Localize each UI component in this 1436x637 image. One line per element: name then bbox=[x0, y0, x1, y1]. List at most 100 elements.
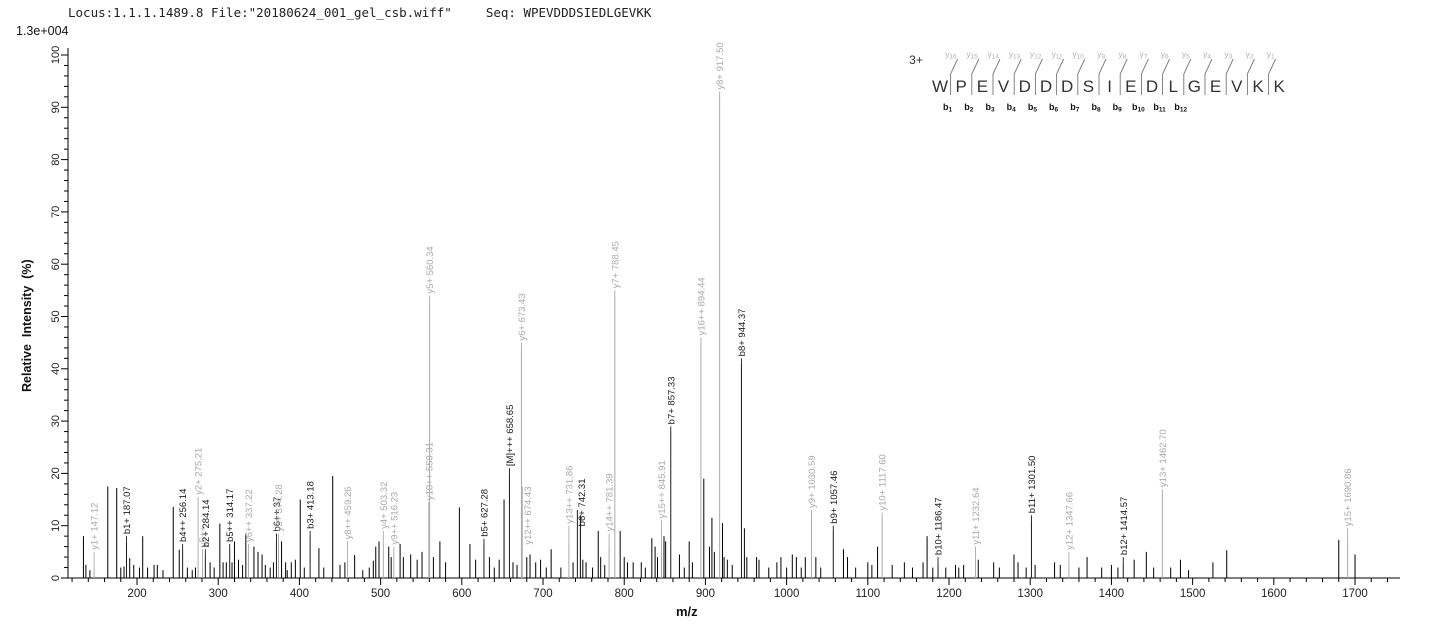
y-ion-ladder-label: y6 bbox=[1161, 49, 1169, 61]
fragmentation-mark bbox=[1140, 58, 1149, 95]
x-tick-label: 1500 bbox=[1180, 588, 1206, 600]
peak-label: b3+ 413.18 bbox=[306, 481, 317, 529]
b-ion-ladder-label: b10 bbox=[1132, 102, 1145, 114]
x-tick-label: 800 bbox=[615, 588, 634, 600]
peak-label: b4++ 256.14 bbox=[178, 489, 189, 542]
residue-letter: G bbox=[1188, 77, 1201, 96]
peak-label: b11+ 1301.50 bbox=[1027, 456, 1038, 514]
peak-label: b6+ 742.31 bbox=[577, 479, 588, 527]
x-tick-label: 300 bbox=[209, 588, 228, 600]
fragmentation-mark bbox=[1056, 58, 1065, 95]
peak-label: y5++ bbox=[198, 526, 209, 548]
header-bar: Locus:1.1.1.1489.8 File:"20180624_001_ge… bbox=[68, 5, 651, 20]
peak-label: y2+ 275.21 bbox=[194, 448, 205, 495]
peak-label: b6++ 37 bbox=[272, 497, 283, 532]
y-ion-ladder-label: y4 bbox=[1203, 49, 1211, 61]
x-tick-label: 700 bbox=[533, 588, 552, 600]
y-ion-ladder-label: y1 bbox=[1267, 49, 1275, 61]
peak-label: y4+ 503.32 bbox=[379, 482, 390, 529]
residue-letter: K bbox=[1274, 77, 1286, 96]
x-tick-label: 400 bbox=[290, 588, 309, 600]
precursor-charge-label: 3+ bbox=[909, 53, 923, 67]
b-ion-ladder-label: b8 bbox=[1091, 102, 1101, 114]
y-tick-label: 100 bbox=[50, 46, 62, 64]
peak-label: y3+ 374.28 bbox=[274, 484, 285, 531]
x-tick-label: 500 bbox=[371, 588, 390, 600]
residue-letter: S bbox=[1083, 77, 1094, 96]
y-tick-label: 60 bbox=[50, 258, 62, 270]
b-ion-ladder-label: b1 bbox=[943, 102, 953, 114]
residue-letter: E bbox=[977, 77, 988, 96]
y-tick-label: 90 bbox=[50, 101, 62, 113]
residue-letter: I bbox=[1107, 77, 1112, 96]
y-tick-label: 80 bbox=[50, 153, 62, 165]
peak-label: b10+ 1186.47 bbox=[934, 497, 945, 555]
header-locus-file: Locus:1.1.1.1489.8 File:"20180624_001_ge… bbox=[68, 5, 452, 20]
x-tick-label: 1400 bbox=[1099, 588, 1125, 600]
y-ion-ladder-label: y7 bbox=[1140, 49, 1148, 61]
x-tick-label: 900 bbox=[696, 588, 715, 600]
peak-label: y11+ 1232.64 bbox=[971, 487, 982, 544]
intensity-scale-label: 1.3e+004 bbox=[16, 24, 69, 38]
y-ion-ladder-label: y5 bbox=[1182, 49, 1190, 61]
y-ion-ladder-label: y12 bbox=[1030, 49, 1042, 61]
peak-label: y15+ 1690.86 bbox=[1343, 468, 1354, 526]
residue-letter: K bbox=[1252, 77, 1264, 96]
peak-label: b8+ 944.37 bbox=[737, 309, 748, 357]
x-tick-label: 1100 bbox=[855, 588, 880, 600]
peak-label: [M]+++ 658.65 bbox=[505, 405, 516, 467]
y-ion-ladder-label: y14 bbox=[988, 49, 1000, 61]
residue-letter: D bbox=[1019, 77, 1031, 96]
residue-letter: W bbox=[932, 77, 948, 96]
fragmentation-mark bbox=[1225, 58, 1234, 95]
peak-label: y13++ 731.86 bbox=[564, 466, 575, 524]
peak-label: y15++ 845.91 bbox=[657, 460, 668, 518]
peak-label: b2+ 284.14 bbox=[201, 499, 212, 547]
x-tick-label: 1200 bbox=[936, 588, 962, 600]
residue-letter: D bbox=[1061, 77, 1073, 96]
fragmentation-mark bbox=[971, 58, 980, 95]
x-axis-title: m/z bbox=[676, 604, 698, 619]
header-seq-label: Seq: WPEVDDDSIEDLGEVKK bbox=[485, 5, 652, 20]
fragmentation-mark bbox=[1098, 58, 1107, 95]
peak-label: b1+ 187.07 bbox=[122, 486, 133, 534]
peak-label: b5+ 627.28 bbox=[479, 489, 490, 537]
y-tick-label: 0 bbox=[50, 575, 62, 581]
b-ion-ladder-label: b6 bbox=[1049, 102, 1059, 114]
fragmentation-mark bbox=[1162, 58, 1171, 95]
peak-label: y6+ 673.43 bbox=[517, 293, 528, 340]
fragmentation-mark bbox=[1034, 58, 1043, 95]
fragmentation-mark bbox=[1246, 58, 1255, 95]
peak-label: b5++ 314.17 bbox=[225, 489, 236, 542]
fragmentation-mark bbox=[992, 58, 1001, 95]
peak-label: y8++ 459.26 bbox=[343, 487, 354, 540]
x-tick-label: 200 bbox=[127, 588, 146, 600]
y-ion-ladder-label: y10 bbox=[1072, 49, 1084, 61]
b-ion-ladder-label: b3 bbox=[985, 102, 995, 114]
peak-label: y9+ 1030.59 bbox=[807, 455, 818, 508]
peak-label: y5+ 560.34 bbox=[425, 246, 436, 293]
residue-letter: D bbox=[1146, 77, 1158, 96]
peak-label: b7+ 857.33 bbox=[666, 377, 677, 425]
x-tick-label: 1300 bbox=[1017, 588, 1043, 600]
residue-letter: P bbox=[956, 77, 967, 96]
x-tick-label: 1600 bbox=[1261, 588, 1287, 600]
peak-label: y8+ 917.50 bbox=[715, 42, 726, 89]
b-ion-ladder-label: b11 bbox=[1153, 102, 1166, 114]
residue-letter: L bbox=[1168, 77, 1177, 96]
b-ion-ladder-label: b12 bbox=[1174, 102, 1187, 114]
y-tick-label: 70 bbox=[50, 206, 62, 218]
peak-label: b9+ 1057.46 bbox=[829, 471, 840, 524]
b-ion-ladder-label: b4 bbox=[1007, 102, 1017, 114]
y-tick-label: 30 bbox=[50, 415, 62, 427]
residue-letter: E bbox=[1125, 77, 1136, 96]
y-ion-ladder-label: y15 bbox=[966, 49, 978, 61]
fragmentation-mark bbox=[1077, 58, 1086, 95]
y-tick-label: 20 bbox=[50, 467, 62, 479]
peak-label: y14++ 781.39 bbox=[605, 473, 616, 531]
x-tick-label: 1000 bbox=[774, 588, 800, 600]
fragmentation-mark bbox=[1013, 58, 1022, 95]
y-ion-ladder-label: y3 bbox=[1224, 49, 1232, 61]
